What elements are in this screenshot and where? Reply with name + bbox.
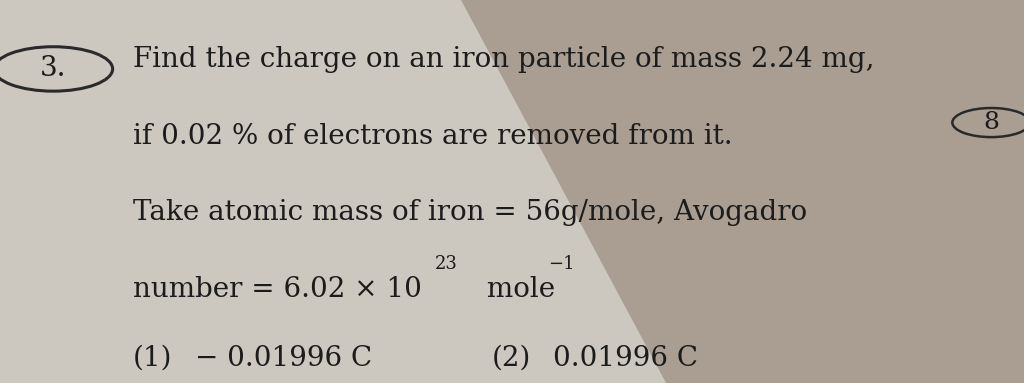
- Text: number = 6.02 × 10: number = 6.02 × 10: [133, 276, 422, 303]
- Text: (2): (2): [492, 345, 530, 372]
- Text: −1: −1: [548, 255, 574, 273]
- Text: mole: mole: [478, 276, 555, 303]
- Text: − 0.01996 C: − 0.01996 C: [195, 345, 372, 372]
- Text: Take atomic mass of iron = 56g/mole, Avogadro: Take atomic mass of iron = 56g/mole, Avo…: [133, 199, 807, 226]
- Text: 3.: 3.: [40, 56, 67, 82]
- Text: if 0.02 % of electrons are removed from it.: if 0.02 % of electrons are removed from …: [133, 123, 733, 149]
- Text: 23: 23: [435, 255, 458, 273]
- Text: Find the charge on an iron particle of mass 2.24 mg,: Find the charge on an iron particle of m…: [133, 46, 874, 73]
- Text: 0.01996 C: 0.01996 C: [553, 345, 698, 372]
- Text: (1): (1): [133, 345, 173, 372]
- Polygon shape: [461, 0, 1024, 383]
- Text: 8: 8: [983, 111, 999, 134]
